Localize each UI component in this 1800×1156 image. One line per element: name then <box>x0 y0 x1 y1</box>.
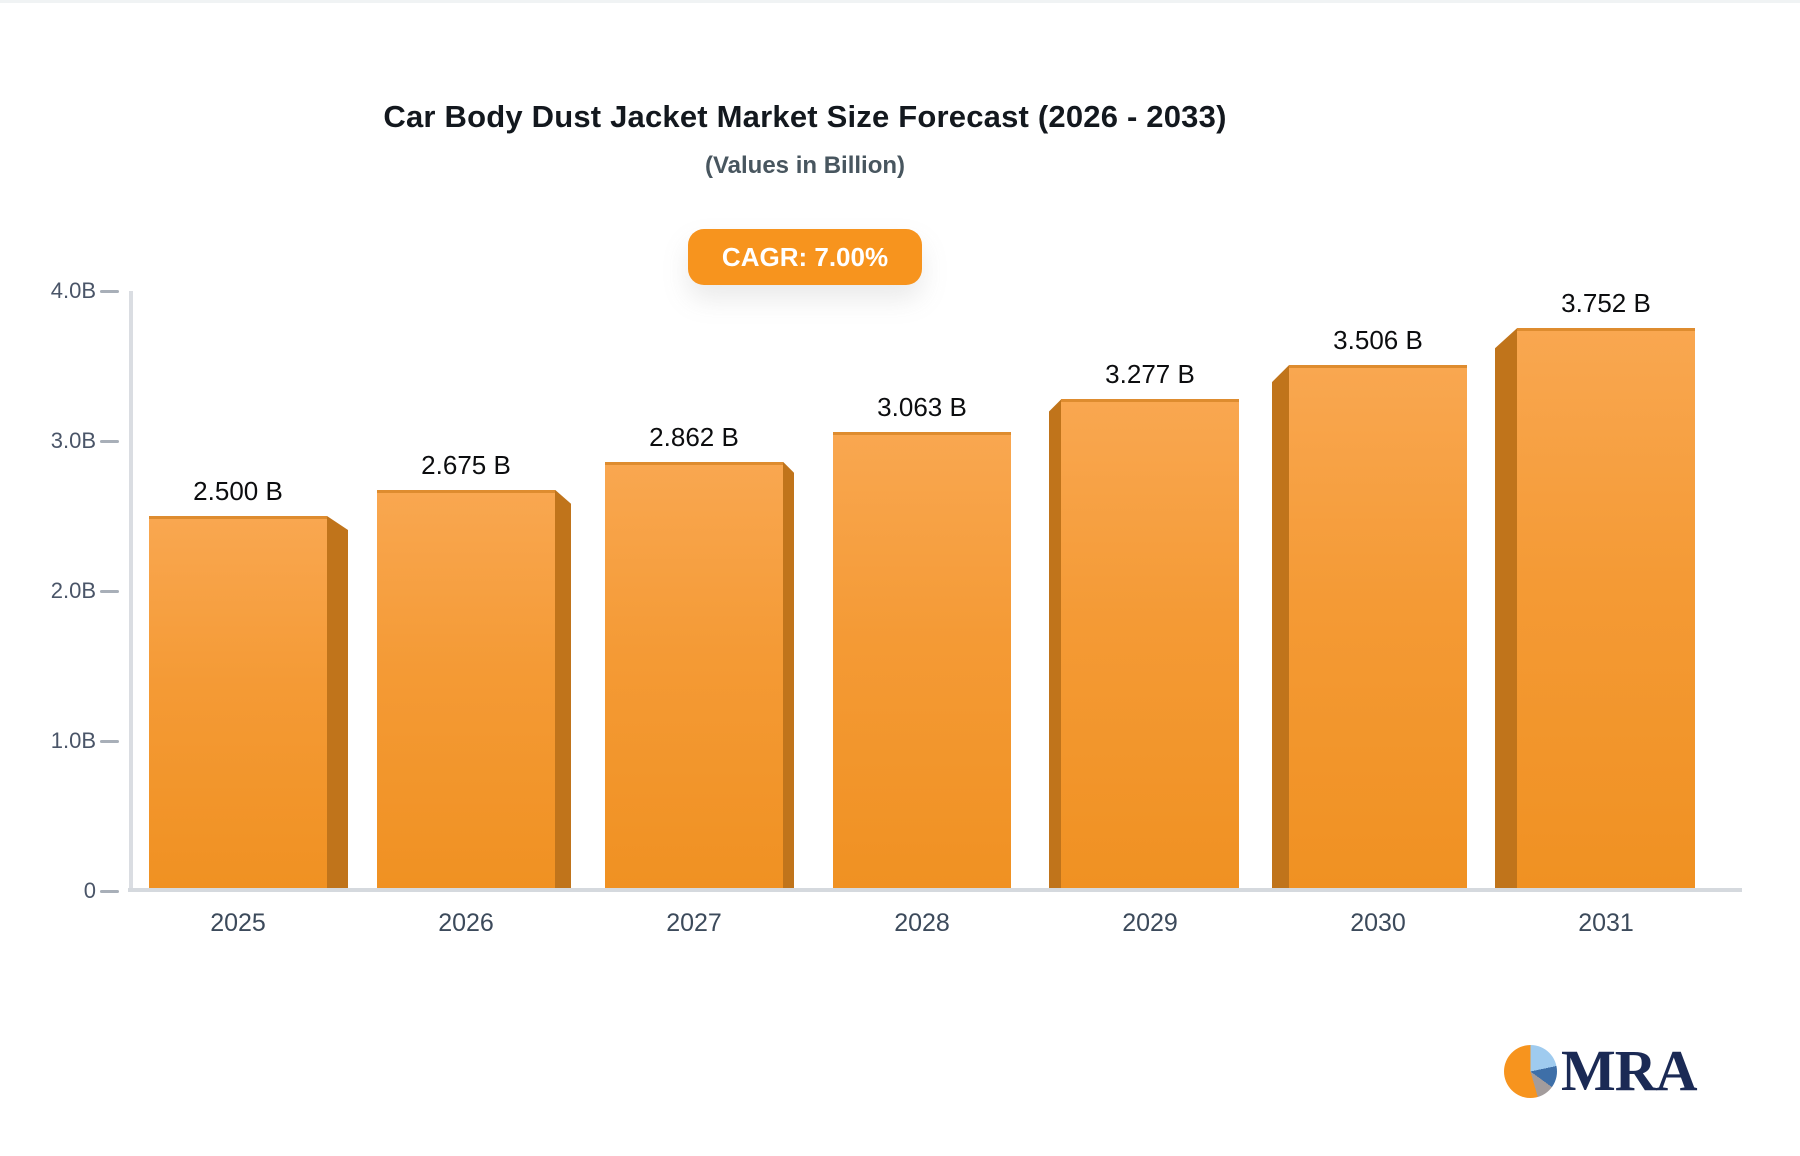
y-axis-tick-mark <box>100 889 119 893</box>
y-axis-tick-label: 0 <box>83 878 96 903</box>
bar-face <box>1289 365 1467 889</box>
brand-logo: MRA <box>1504 1038 1698 1103</box>
bar-value-label: 3.506 B <box>1333 325 1423 356</box>
y-axis-tick-mark <box>100 439 119 443</box>
brand-logo-text: MRA <box>1561 1038 1698 1103</box>
y-axis-tick-mark <box>100 739 119 743</box>
bar-value-label: 3.063 B <box>877 391 967 422</box>
bar-side-face <box>327 516 348 889</box>
bar-value-label: 2.675 B <box>421 449 511 480</box>
x-axis-label-2030: 2030 <box>1350 909 1406 937</box>
bar-face <box>605 461 783 889</box>
x-axis-label-2028: 2028 <box>894 909 950 937</box>
bar-side-face <box>1495 328 1517 889</box>
bar-value-label: 3.752 B <box>1561 288 1651 319</box>
bar-face <box>833 431 1011 889</box>
bar-value-label: 3.277 B <box>1105 359 1195 390</box>
bar-value-label: 2.862 B <box>649 421 739 452</box>
x-axis-label-2029: 2029 <box>1122 909 1178 937</box>
bar-face <box>149 516 327 889</box>
bar-side-face <box>555 489 571 889</box>
bar-face <box>377 489 555 889</box>
chart-title: Car Body Dust Jacket Market Size Forecas… <box>383 99 1227 134</box>
x-axis-label-2031: 2031 <box>1578 909 1634 937</box>
chart-subtitle: (Values in Billion) <box>704 152 906 179</box>
x-axis-line <box>128 888 1742 892</box>
y-axis-tick-label: 4.0B <box>50 278 96 303</box>
x-axis-label-2025: 2025 <box>210 909 266 937</box>
cagr-badge: CAGR: 7.00% <box>688 229 922 285</box>
bar-side-face <box>1272 365 1289 889</box>
pie-chart-icon <box>1504 1044 1557 1098</box>
y-axis-tick-label: 1.0B <box>50 728 96 753</box>
bar-face <box>1061 399 1239 889</box>
x-axis-label-2026: 2026 <box>438 909 494 937</box>
y-axis-tick-mark <box>100 289 119 293</box>
y-axis-tick-mark <box>100 589 119 593</box>
bar-value-label: 2.500 B <box>193 476 283 506</box>
y-axis-line <box>129 291 133 891</box>
bar-side-face <box>1049 399 1061 889</box>
bar-side-face <box>783 461 794 889</box>
x-axis-label-2027: 2027 <box>666 909 722 937</box>
bar-face <box>1517 328 1695 889</box>
y-axis-tick-label: 3.0B <box>50 428 96 453</box>
y-axis-tick-label: 2.0B <box>50 578 96 603</box>
